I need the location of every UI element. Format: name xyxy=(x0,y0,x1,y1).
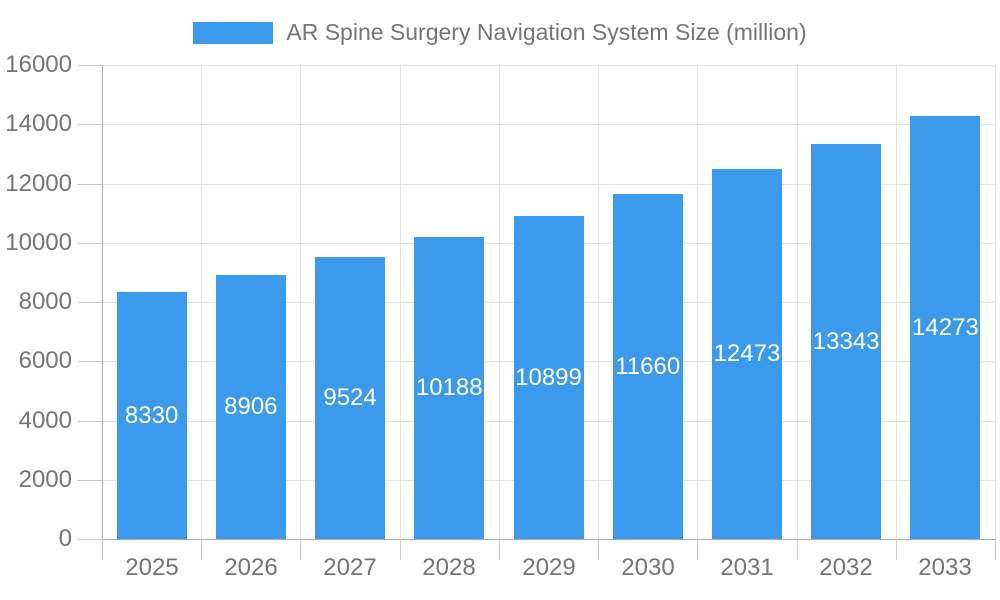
gridline-vertical xyxy=(797,65,798,539)
x-axis-tick xyxy=(300,539,301,560)
y-axis-label: 14000 xyxy=(5,110,72,137)
x-axis-label: 2030 xyxy=(621,554,675,581)
y-axis-tick xyxy=(78,361,102,362)
y-axis-tick xyxy=(78,243,102,244)
x-axis-tick xyxy=(797,539,798,560)
y-axis-line xyxy=(102,65,103,540)
y-axis-label: 8000 xyxy=(18,288,72,315)
bar-value-label: 10188 xyxy=(415,374,483,401)
legend[interactable]: AR Spine Surgery Navigation System Size … xyxy=(0,19,1000,46)
y-axis-label: 2000 xyxy=(18,466,72,493)
y-axis-label: 6000 xyxy=(18,347,72,374)
x-axis-label: 2028 xyxy=(422,554,476,581)
x-axis-tick xyxy=(598,539,599,560)
x-axis-line xyxy=(102,539,996,540)
x-axis-label: 2026 xyxy=(224,554,278,581)
gridline-vertical xyxy=(201,65,202,539)
bar-value-label: 10899 xyxy=(515,363,582,391)
x-axis-label: 2025 xyxy=(125,554,179,581)
bar-2025[interactable]: 8330 xyxy=(116,292,187,539)
x-axis-tick xyxy=(102,539,103,560)
bar-2026[interactable]: 8906 xyxy=(215,275,286,539)
y-axis-tick xyxy=(78,480,102,481)
gridline-horizontal xyxy=(102,183,995,185)
gridline-vertical xyxy=(400,65,401,539)
x-axis-tick xyxy=(697,539,698,560)
gridline-vertical xyxy=(995,65,996,539)
x-axis-tick xyxy=(995,539,996,560)
bar-2032[interactable]: 13343 xyxy=(811,144,882,539)
y-axis-tick xyxy=(78,302,102,303)
y-axis-tick xyxy=(78,124,102,125)
gridline-horizontal xyxy=(102,124,995,126)
bar-2027[interactable]: 9524 xyxy=(315,257,386,539)
gridline-horizontal xyxy=(102,65,995,66)
x-axis-tick xyxy=(201,539,202,560)
gridline-vertical xyxy=(499,65,500,539)
x-axis-label: 2033 xyxy=(918,554,972,581)
bar-value-label: 13343 xyxy=(812,327,880,355)
bar-2030[interactable]: 11660 xyxy=(612,194,683,539)
bar-value-label: 14273 xyxy=(912,313,979,341)
x-axis-label: 2027 xyxy=(323,554,377,581)
gridline-vertical xyxy=(896,65,897,539)
bar-2028[interactable]: 10188 xyxy=(414,237,485,539)
x-axis-label: 2032 xyxy=(819,554,873,581)
gridline-vertical xyxy=(697,65,698,539)
bar-value-label: 11660 xyxy=(615,352,681,380)
legend-swatch xyxy=(193,21,274,44)
legend-label: AR Spine Surgery Navigation System Size … xyxy=(286,19,807,45)
bar-value-label: 8330 xyxy=(124,401,179,429)
x-axis-tick xyxy=(896,539,897,560)
x-axis-label: 2031 xyxy=(720,554,774,581)
y-axis-tick xyxy=(78,421,102,422)
y-axis-label: 10000 xyxy=(5,229,72,256)
y-axis-tick xyxy=(78,539,102,540)
bar-value-label: 8906 xyxy=(224,393,278,420)
bar-value-label: 12473 xyxy=(713,340,781,367)
bar-2033[interactable]: 14273 xyxy=(910,116,981,539)
gridline-vertical xyxy=(598,65,599,539)
y-axis-label: 16000 xyxy=(5,51,72,78)
y-axis-label: 0 xyxy=(58,525,72,552)
x-axis-tick xyxy=(400,539,401,560)
y-axis-label: 12000 xyxy=(5,170,72,197)
bar-2029[interactable]: 10899 xyxy=(513,216,584,539)
y-axis-tick xyxy=(78,184,102,185)
y-axis-label: 4000 xyxy=(18,407,72,434)
x-axis-tick xyxy=(499,539,500,560)
bar-2031[interactable]: 12473 xyxy=(711,169,782,539)
x-axis-label: 2029 xyxy=(522,554,576,581)
plot-area: 8330 8906 9524 10188 10899 11660 12473 13343 142… xyxy=(102,65,996,539)
y-axis-tick xyxy=(78,65,102,66)
gridline-vertical xyxy=(300,65,301,539)
bar-value-label: 9524 xyxy=(323,384,377,411)
